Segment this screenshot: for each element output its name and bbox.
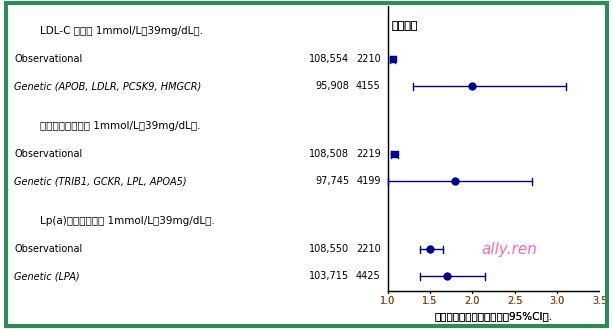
Text: 2.0: 2.0: [465, 296, 480, 306]
Text: 2210: 2210: [356, 54, 381, 64]
Text: 103,715: 103,715: [309, 271, 349, 281]
Text: 4199: 4199: [356, 176, 381, 186]
Text: Observational: Observational: [14, 244, 82, 254]
Text: 108,550: 108,550: [309, 244, 349, 254]
Text: 108,554: 108,554: [309, 54, 349, 64]
Text: Observational: Observational: [14, 149, 82, 160]
Text: ally.ren: ally.ren: [481, 242, 537, 257]
Text: 1.5: 1.5: [422, 296, 438, 306]
Text: 2.0: 2.0: [465, 296, 480, 306]
Text: 4425: 4425: [356, 271, 381, 281]
Text: 95,908: 95,908: [316, 81, 349, 91]
Text: 心肌梗死因果关系风险比（95%CI）.: 心肌梗死因果关系风险比（95%CI）.: [435, 311, 553, 321]
Text: 3.5: 3.5: [592, 296, 607, 306]
Text: 个体事件: 个体事件: [392, 21, 418, 31]
Text: LDL-C 每增加 1mmol/L（39mg/dL）.: LDL-C 每增加 1mmol/L（39mg/dL）.: [39, 26, 202, 36]
Text: 3.0: 3.0: [550, 296, 565, 306]
Text: 1.0: 1.0: [380, 296, 395, 306]
Text: 2.5: 2.5: [507, 296, 523, 306]
Text: 1.5: 1.5: [422, 296, 438, 306]
Text: 108,508: 108,508: [310, 149, 349, 160]
Text: 1.0: 1.0: [380, 296, 395, 306]
Text: 4155: 4155: [356, 81, 381, 91]
Text: 个体事件: 个体事件: [392, 21, 418, 31]
Text: Genetic (LPA): Genetic (LPA): [14, 271, 80, 281]
Text: Genetic (TRIB1, GCKR, LPL, APOA5): Genetic (TRIB1, GCKR, LPL, APOA5): [14, 176, 187, 186]
Text: 97,745: 97,745: [315, 176, 349, 186]
Text: 3.5: 3.5: [592, 296, 607, 306]
Text: 2219: 2219: [356, 149, 381, 160]
Text: 2.5: 2.5: [507, 296, 523, 306]
Text: 残余胆固醇每增加 1mmol/L（39mg/dL）.: 残余胆固醇每增加 1mmol/L（39mg/dL）.: [39, 121, 200, 131]
Text: Genetic (APOB, LDLR, PCSK9, HMGCR): Genetic (APOB, LDLR, PCSK9, HMGCR): [14, 81, 201, 91]
Text: Lp(a)胆固醇每增加 1mmol/L（39mg/dL）.: Lp(a)胆固醇每增加 1mmol/L（39mg/dL）.: [39, 216, 215, 226]
Text: 心肌梗死因果关系风险比（95%CI）.: 心肌梗死因果关系风险比（95%CI）.: [435, 311, 553, 321]
Text: 2210: 2210: [356, 244, 381, 254]
Text: Observational: Observational: [14, 54, 82, 64]
Text: 3.0: 3.0: [550, 296, 565, 306]
